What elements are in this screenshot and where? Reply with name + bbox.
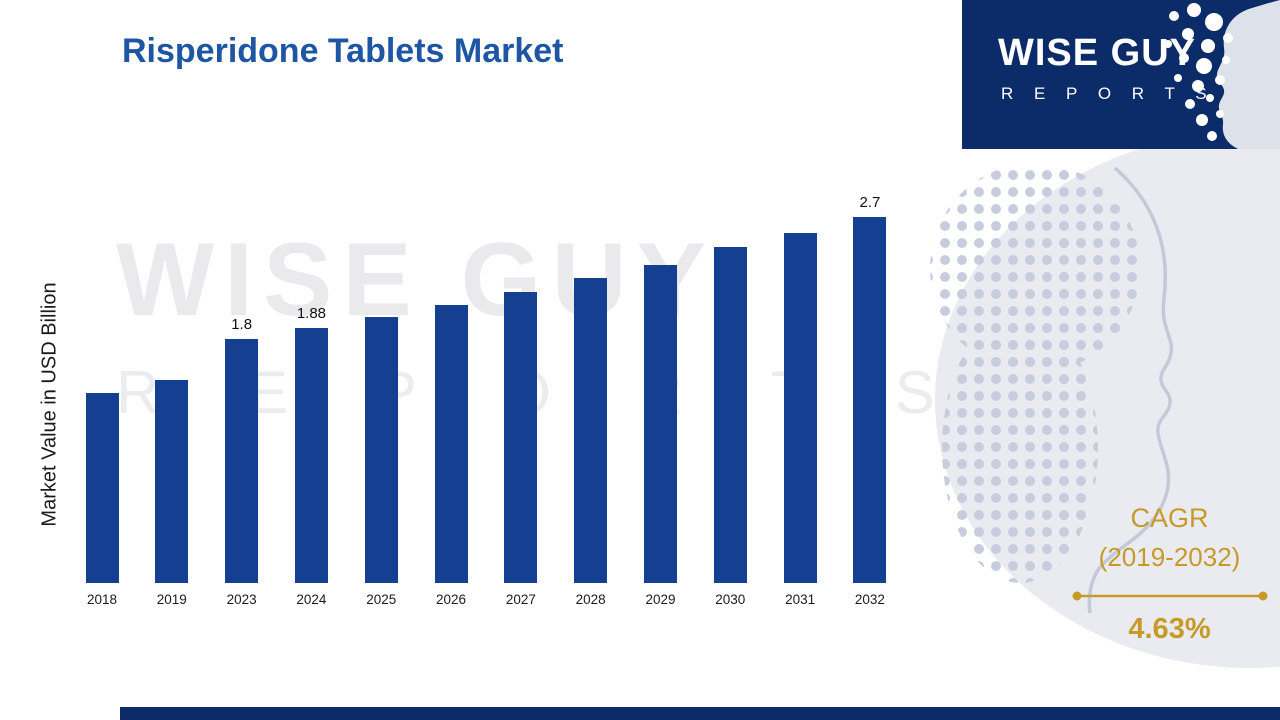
bar-2028	[574, 278, 608, 583]
bar-2032	[853, 217, 887, 583]
bar-group: 2027	[500, 269, 542, 612]
bar-plot: 2018 2019 1.8 2023 1.88 2024 2025 2026 2027 2028 2…	[81, 163, 891, 612]
bottom-bar	[120, 707, 1280, 720]
bar-group: 2029	[640, 242, 682, 612]
bar-value-label: 1.8	[231, 316, 253, 333]
logo-wordmark: WISE GUY	[998, 32, 1197, 74]
bar-group: 2028	[570, 255, 612, 612]
x-tick-label: 2027	[505, 592, 536, 607]
x-tick-label: 2031	[785, 592, 816, 607]
cagr-label: CAGR	[1130, 503, 1209, 533]
bar-group: 2030	[709, 224, 751, 612]
decorative-face-graphic	[930, 133, 1280, 668]
logo-face-dots-icon	[1164, 0, 1280, 149]
bar-2029	[644, 265, 677, 583]
x-tick-label: 2024	[296, 592, 327, 607]
logo-subtitle: R E P O R T S	[1001, 84, 1215, 103]
bar-2026	[434, 305, 468, 583]
bar-value-label: 2.7	[859, 194, 881, 211]
bar-2019	[155, 380, 189, 583]
bar-group: 2.7 2032	[849, 194, 891, 612]
bar-group: 2019	[151, 357, 193, 612]
bar-group: 2026	[430, 282, 472, 612]
x-tick-label: 2028	[575, 592, 606, 607]
wiseguy-logo: WISE GUY R E P O R T S	[962, 0, 1280, 149]
bar-2025	[364, 317, 398, 583]
bar-2030	[713, 247, 747, 583]
bar-2027	[504, 292, 538, 583]
page-title: Risperidone Tablets Market	[122, 32, 564, 70]
bar-group: 2025	[360, 294, 402, 612]
x-tick-label: 2018	[86, 592, 118, 607]
bar-group: 2031	[779, 210, 821, 612]
x-tick-label: 2029	[645, 592, 676, 607]
x-tick-label: 2025	[366, 592, 397, 607]
bar-group: 2018	[81, 370, 123, 612]
bar-value-label: 1.88	[296, 305, 327, 322]
x-tick-label: 2026	[436, 592, 467, 607]
x-tick-label: 2023	[226, 592, 257, 607]
y-axis-label: Market Value in USD Billion	[38, 282, 61, 527]
x-tick-label: 2030	[715, 592, 746, 607]
bar-2018	[85, 393, 119, 583]
cagr-divider-icon	[1072, 591, 1267, 601]
bar-group: 1.88 2024	[290, 305, 332, 612]
cagr-value: 4.63%	[1128, 613, 1211, 645]
cagr-range: (2019-2032)	[1098, 542, 1241, 572]
cagr-block: CAGR (2019-2032) 4.63%	[1067, 503, 1272, 646]
bar-2024	[294, 328, 328, 583]
bar-2031	[783, 233, 817, 583]
bar-2023	[225, 339, 259, 583]
x-tick-label: 2032	[854, 592, 885, 607]
x-tick-label: 2019	[156, 592, 187, 607]
bar-group: 1.8 2023	[221, 316, 263, 612]
